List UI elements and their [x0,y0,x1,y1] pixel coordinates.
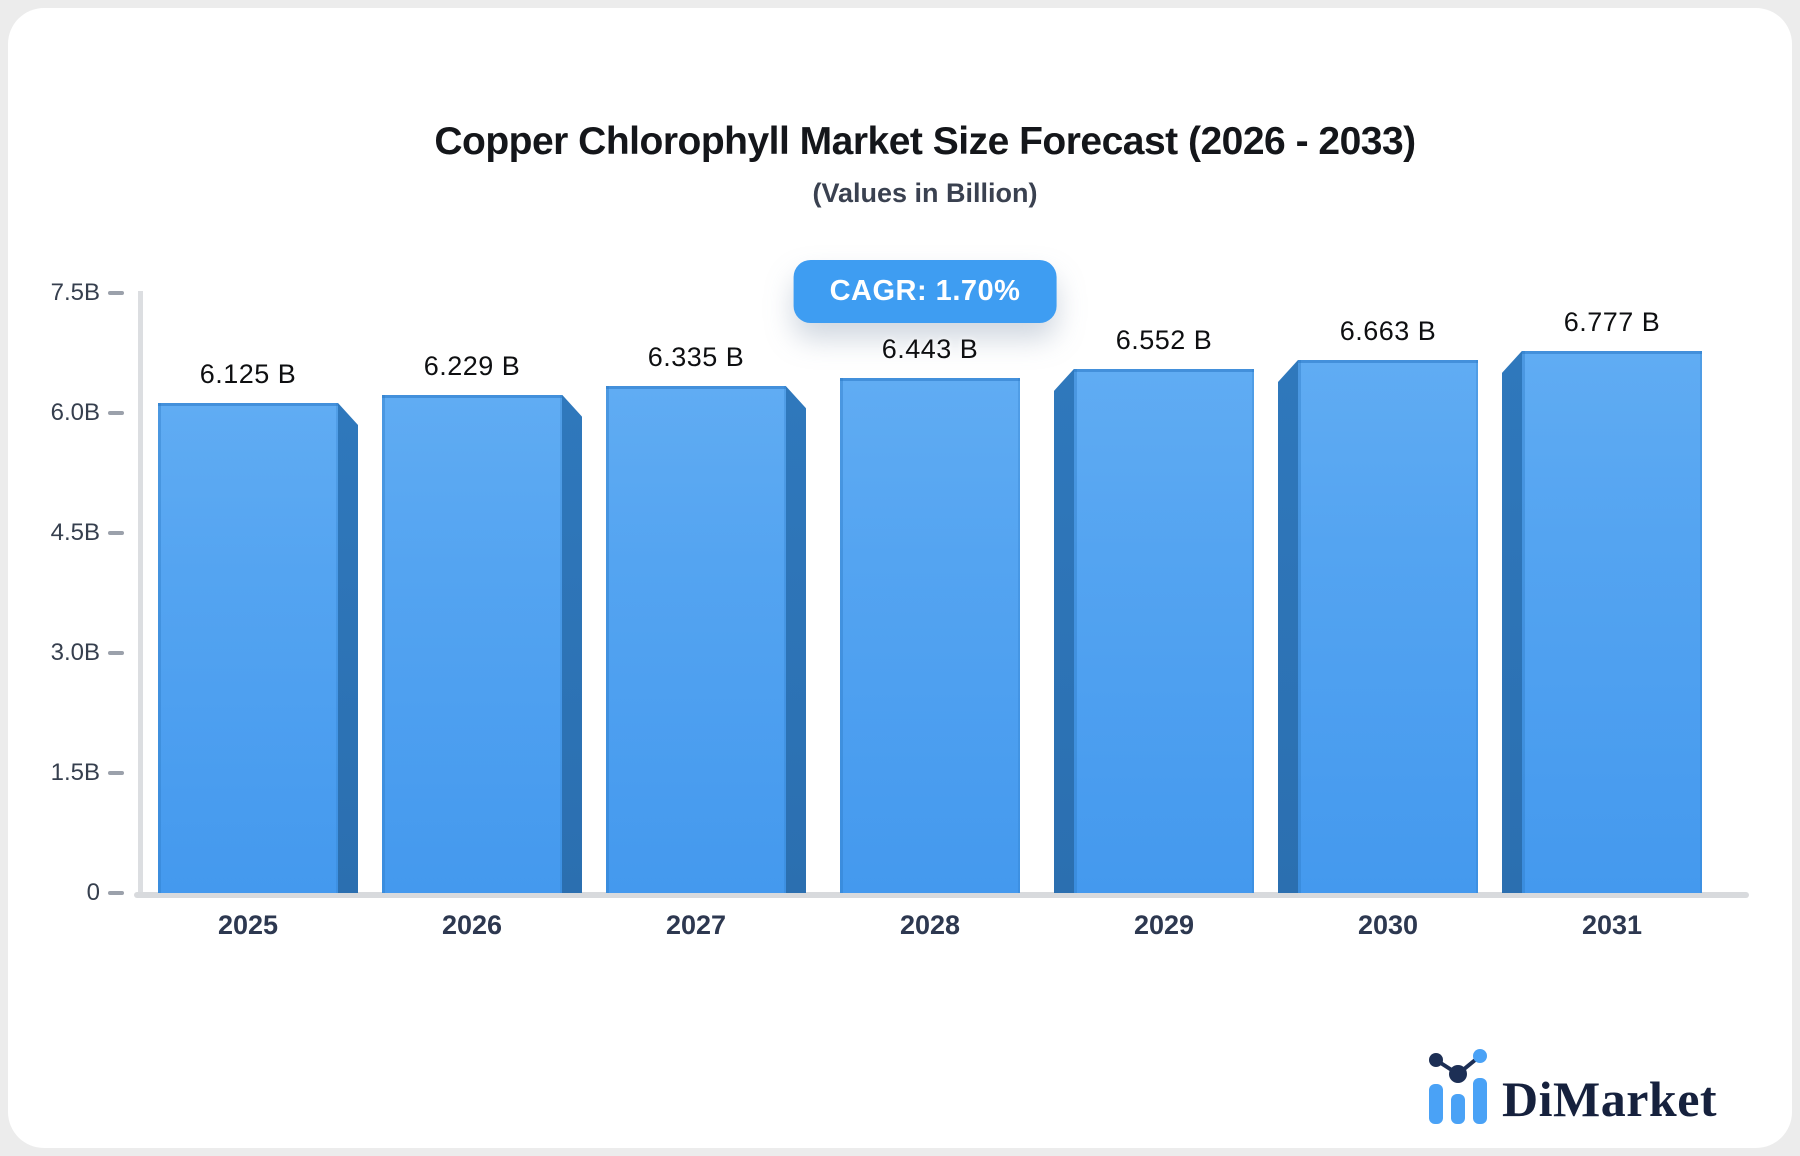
plot-area: 0 1.5B 3.0B 4.5B 6.0B 7.5B 6.125 B 2025 6.229 B 2… [8,8,1800,1156]
bar [1522,350,1702,893]
x-axis-category-label: 2028 [899,910,961,940]
y-axis-tick-label: 3.0B [50,639,100,666]
y-axis-tick-label: 4.5B [50,519,100,546]
bar-side-face [1278,359,1298,893]
x-axis-category-label: 2031 [1581,910,1643,940]
y-axis-tick-label: 7.5B [50,279,100,306]
chart-subtitle: (Values in Billion) [812,178,1038,208]
bar-side-face [1502,350,1522,893]
bar-value-label: 6.335 B [647,342,745,373]
cagr-badge: CAGR: 1.70% [793,260,1057,323]
brand-logo: DiMarket [1426,1040,1717,1124]
bar-value-label: 6.777 B [1563,306,1661,337]
bar-value-label: 6.229 B [423,350,521,381]
x-axis-category-label: 2029 [1133,910,1195,940]
bar-chart-logo-icon [1429,1049,1487,1124]
y-axis-tick [108,291,124,295]
x-axis-category-label: 2027 [665,910,727,940]
x-axis-category-label: 2030 [1357,910,1419,940]
y-axis-tick-label: 6.0B [50,399,100,426]
bar-side-face [786,386,806,893]
y-axis-tick [108,651,124,655]
y-axis-tick [108,531,124,535]
y-axis-line [138,291,143,896]
bar [606,386,786,893]
bar-side-face [338,403,358,893]
bar [382,394,562,893]
x-axis-category-label: 2025 [217,910,279,940]
y-axis-tick-label: 1.5B [50,759,100,786]
x-axis-category-label: 2026 [441,910,503,940]
y-axis-tick [108,411,124,415]
bar-side-face [1054,368,1074,893]
y-axis-tick [108,891,124,895]
brand-name: DiMarket [1502,1071,1718,1127]
bar [158,403,338,893]
chart-title: Copper Chlorophyll Market Size Forecast … [434,120,1416,163]
y-axis-tick-label: 0 [86,879,100,906]
bar-value-label: 6.663 B [1339,315,1437,346]
x-axis-line [134,892,1749,898]
chart-card: Copper Chlorophyll Market Size Forecast … [8,8,1792,1148]
bar-value-label: 6.443 B [881,333,979,364]
bar [840,377,1020,893]
bar-value-label: 6.552 B [1115,324,1213,355]
bar [1074,368,1254,893]
bar-value-label: 6.125 B [199,359,297,389]
bar-side-face [562,394,582,893]
bar [1298,359,1478,893]
y-axis-tick [108,771,124,775]
